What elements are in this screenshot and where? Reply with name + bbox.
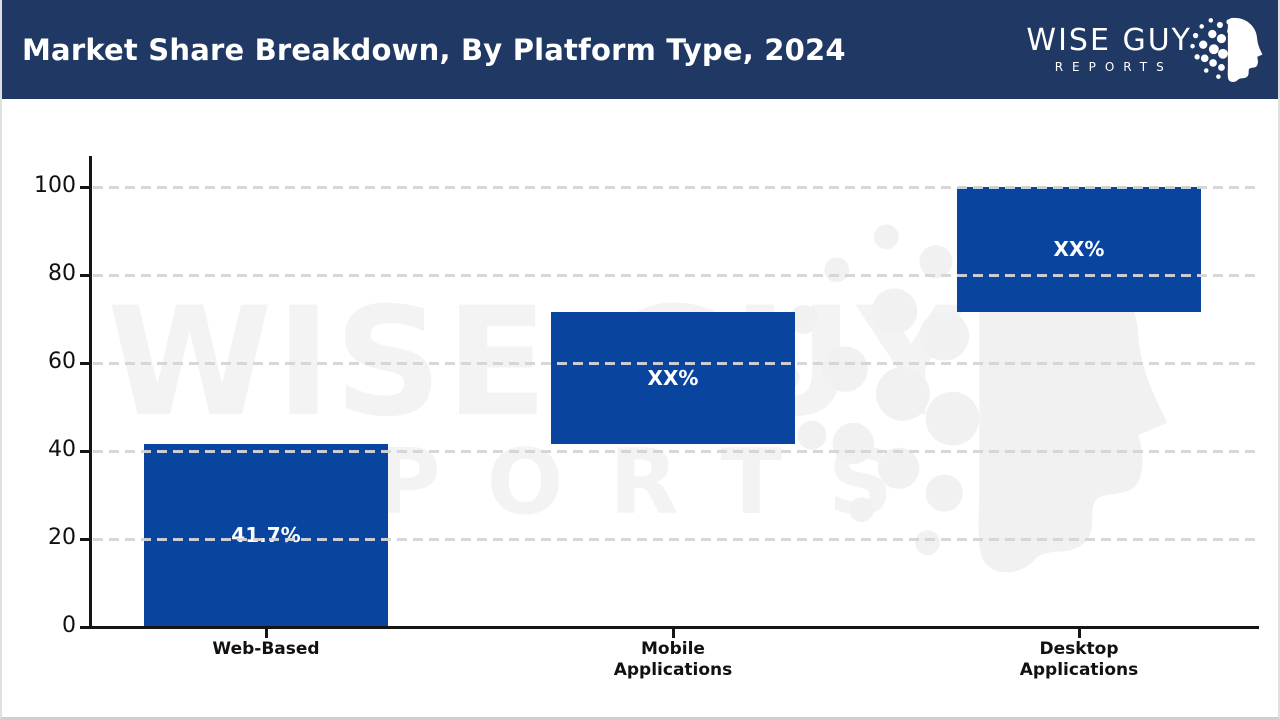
y-axis-tick — [80, 361, 90, 365]
logo-wordmark: WISE GUY — [1026, 23, 1192, 59]
x-tick-label-line: Mobile — [641, 639, 705, 659]
x-tick-label: Web-Based — [146, 639, 386, 660]
y-axis-tick — [80, 273, 90, 277]
y-tick-label: 0 — [62, 613, 76, 638]
x-axis-tick — [264, 629, 268, 638]
x-tick-label-line: Web-Based — [212, 639, 320, 659]
bar: 41.7% — [144, 443, 388, 627]
y-axis-tick — [80, 537, 90, 541]
y-tick-label: 100 — [34, 173, 76, 198]
logo-text: WISE GUY REPORTS — [1026, 25, 1192, 74]
bar: XX% — [551, 311, 795, 444]
y-tick-label: 80 — [48, 261, 76, 286]
gridline — [93, 185, 1258, 189]
gridline — [93, 537, 1258, 541]
x-tick-label: Mobile Applications — [553, 639, 793, 681]
chart-title: Market Share Breakdown, By Platform Type… — [22, 32, 846, 67]
x-tick-label-line: Applications — [1019, 660, 1139, 680]
gridline — [93, 361, 1258, 365]
gridline — [93, 273, 1258, 277]
bar-value-label: 41.7% — [231, 523, 301, 548]
logo-head-icon — [1190, 17, 1263, 82]
x-tick-label-line: Desktop — [1039, 639, 1119, 659]
x-tick-label: Desktop Applications — [959, 639, 1199, 681]
gridline — [93, 449, 1258, 453]
bar: XX% — [957, 187, 1201, 312]
bar-value-label: XX% — [1053, 237, 1105, 262]
x-axis-line — [89, 626, 1259, 629]
y-tick-label: 40 — [48, 437, 76, 462]
x-axis-tick — [671, 629, 675, 638]
x-tick-label-line: Applications — [613, 660, 733, 680]
y-axis-tick — [80, 449, 90, 453]
wise-guy-reports-logo: WISE GUY REPORTS — [1026, 9, 1264, 91]
y-tick-label: 20 — [48, 525, 76, 550]
y-axis-tick — [80, 625, 90, 629]
y-axis-tick — [80, 185, 90, 189]
y-tick-label: 60 — [48, 349, 76, 374]
header-bar: Market Share Breakdown, By Platform Type… — [2, 0, 1278, 99]
logo-subtext: REPORTS — [1054, 59, 1173, 74]
bar-value-label: XX% — [647, 365, 699, 390]
x-axis-tick — [1077, 629, 1081, 638]
y-axis-line — [89, 156, 92, 629]
